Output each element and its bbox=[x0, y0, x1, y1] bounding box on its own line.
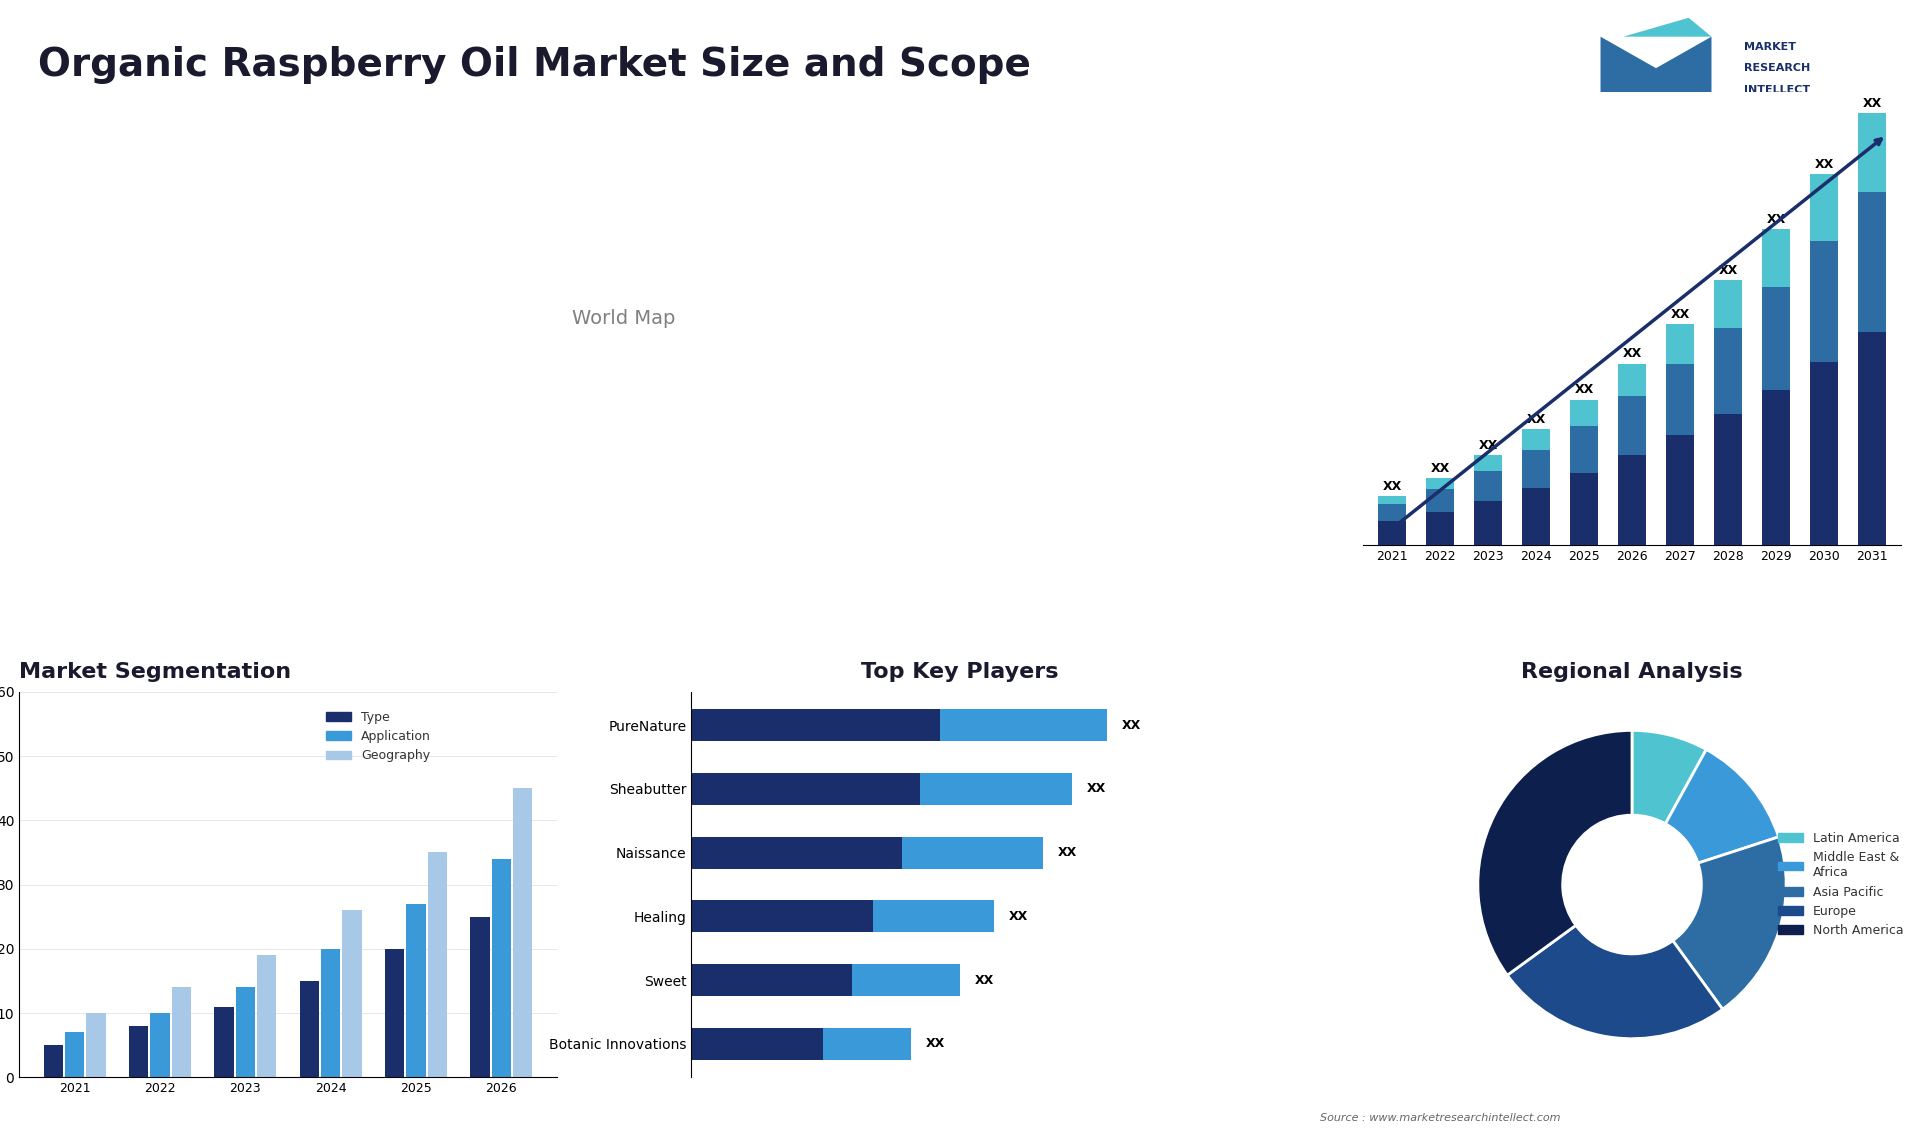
Bar bbox=[902, 837, 1043, 869]
Text: MARKET: MARKET bbox=[1743, 41, 1795, 52]
Text: Organic Raspberry Oil Market Size and Scope: Organic Raspberry Oil Market Size and Sc… bbox=[38, 46, 1031, 84]
Bar bbox=[1713, 280, 1741, 328]
Bar bbox=[1521, 450, 1549, 488]
Bar bbox=[1617, 363, 1645, 397]
Title: Top Key Players: Top Key Players bbox=[862, 662, 1058, 682]
Text: XX: XX bbox=[925, 1037, 945, 1050]
Bar bbox=[874, 901, 995, 933]
Bar bbox=[1809, 174, 1837, 241]
Text: XX: XX bbox=[1670, 308, 1690, 321]
Bar bbox=[1569, 473, 1597, 545]
Bar bbox=[941, 709, 1106, 741]
Text: XX: XX bbox=[1382, 480, 1402, 493]
Bar bbox=[44, 1045, 63, 1077]
Bar bbox=[129, 1026, 148, 1077]
Bar bbox=[257, 956, 276, 1077]
Bar bbox=[86, 1013, 106, 1077]
Text: XX: XX bbox=[975, 974, 995, 987]
Bar bbox=[386, 949, 405, 1077]
Text: RESEARCH: RESEARCH bbox=[1743, 63, 1811, 73]
Text: XX: XX bbox=[1526, 413, 1546, 425]
Bar bbox=[691, 1028, 824, 1060]
Bar bbox=[1665, 435, 1693, 545]
Bar bbox=[1857, 332, 1885, 545]
Bar bbox=[824, 1028, 912, 1060]
Text: XX: XX bbox=[1718, 264, 1738, 277]
Text: XX: XX bbox=[1574, 383, 1594, 397]
Bar bbox=[1761, 229, 1789, 286]
Bar bbox=[428, 853, 447, 1077]
Bar bbox=[691, 964, 852, 996]
Text: XX: XX bbox=[1478, 439, 1498, 452]
Bar bbox=[1473, 471, 1501, 501]
Wedge shape bbox=[1478, 730, 1632, 975]
Text: INTELLECT: INTELLECT bbox=[1743, 85, 1811, 95]
Bar bbox=[691, 709, 941, 741]
Bar bbox=[1425, 478, 1453, 489]
Text: XX: XX bbox=[1008, 910, 1027, 923]
Bar bbox=[1425, 512, 1453, 545]
Bar bbox=[1857, 113, 1885, 191]
Bar bbox=[1473, 501, 1501, 545]
Title: Regional Analysis: Regional Analysis bbox=[1521, 662, 1743, 682]
Bar bbox=[215, 1006, 234, 1077]
Bar bbox=[513, 788, 532, 1077]
Bar bbox=[1665, 363, 1693, 435]
Text: XX: XX bbox=[1121, 719, 1140, 732]
Text: XX: XX bbox=[1766, 213, 1786, 226]
Text: Source : www.marketresearchintellect.com: Source : www.marketresearchintellect.com bbox=[1319, 1113, 1561, 1123]
Bar bbox=[492, 858, 511, 1077]
Bar bbox=[1665, 324, 1693, 363]
Bar bbox=[65, 1033, 84, 1077]
Bar bbox=[470, 917, 490, 1077]
Bar bbox=[1761, 286, 1789, 390]
Bar bbox=[1521, 429, 1549, 450]
Bar bbox=[691, 901, 874, 933]
Bar bbox=[691, 774, 920, 804]
Bar bbox=[1377, 520, 1405, 545]
Bar bbox=[1809, 362, 1837, 545]
Bar bbox=[691, 837, 902, 869]
Bar bbox=[1617, 455, 1645, 545]
Bar bbox=[1857, 191, 1885, 332]
Wedge shape bbox=[1665, 749, 1778, 863]
Bar bbox=[852, 964, 960, 996]
Bar bbox=[1377, 504, 1405, 520]
Bar bbox=[236, 988, 255, 1077]
Text: World Map: World Map bbox=[572, 309, 676, 328]
Bar bbox=[1713, 328, 1741, 414]
Text: XX: XX bbox=[1087, 783, 1106, 795]
Bar bbox=[321, 949, 340, 1077]
Text: XX: XX bbox=[1814, 157, 1834, 171]
Text: XX: XX bbox=[1862, 97, 1882, 110]
Bar bbox=[342, 910, 361, 1077]
Bar bbox=[1377, 496, 1405, 504]
Bar bbox=[1425, 489, 1453, 512]
Legend: Type, Application, Geography: Type, Application, Geography bbox=[321, 706, 436, 768]
Bar bbox=[1809, 241, 1837, 362]
Text: XX: XX bbox=[1058, 846, 1077, 860]
Bar bbox=[1521, 488, 1549, 545]
Bar bbox=[1569, 425, 1597, 473]
Legend: Latin America, Middle East &
Africa, Asia Pacific, Europe, North America: Latin America, Middle East & Africa, Asi… bbox=[1774, 827, 1908, 942]
Bar bbox=[407, 904, 426, 1077]
Text: XX: XX bbox=[1622, 347, 1642, 360]
Wedge shape bbox=[1632, 730, 1707, 824]
Bar bbox=[300, 981, 319, 1077]
Bar bbox=[1713, 414, 1741, 545]
Text: Market Segmentation: Market Segmentation bbox=[19, 662, 292, 682]
Polygon shape bbox=[1622, 17, 1711, 37]
Bar bbox=[920, 774, 1073, 804]
Text: XX: XX bbox=[1430, 462, 1450, 474]
Wedge shape bbox=[1672, 837, 1786, 1010]
Bar bbox=[171, 988, 190, 1077]
Wedge shape bbox=[1507, 925, 1722, 1038]
Bar bbox=[1761, 390, 1789, 545]
Bar bbox=[150, 1013, 169, 1077]
Polygon shape bbox=[1601, 37, 1711, 118]
Bar bbox=[1569, 400, 1597, 425]
Bar bbox=[1617, 397, 1645, 455]
Bar bbox=[1473, 455, 1501, 471]
